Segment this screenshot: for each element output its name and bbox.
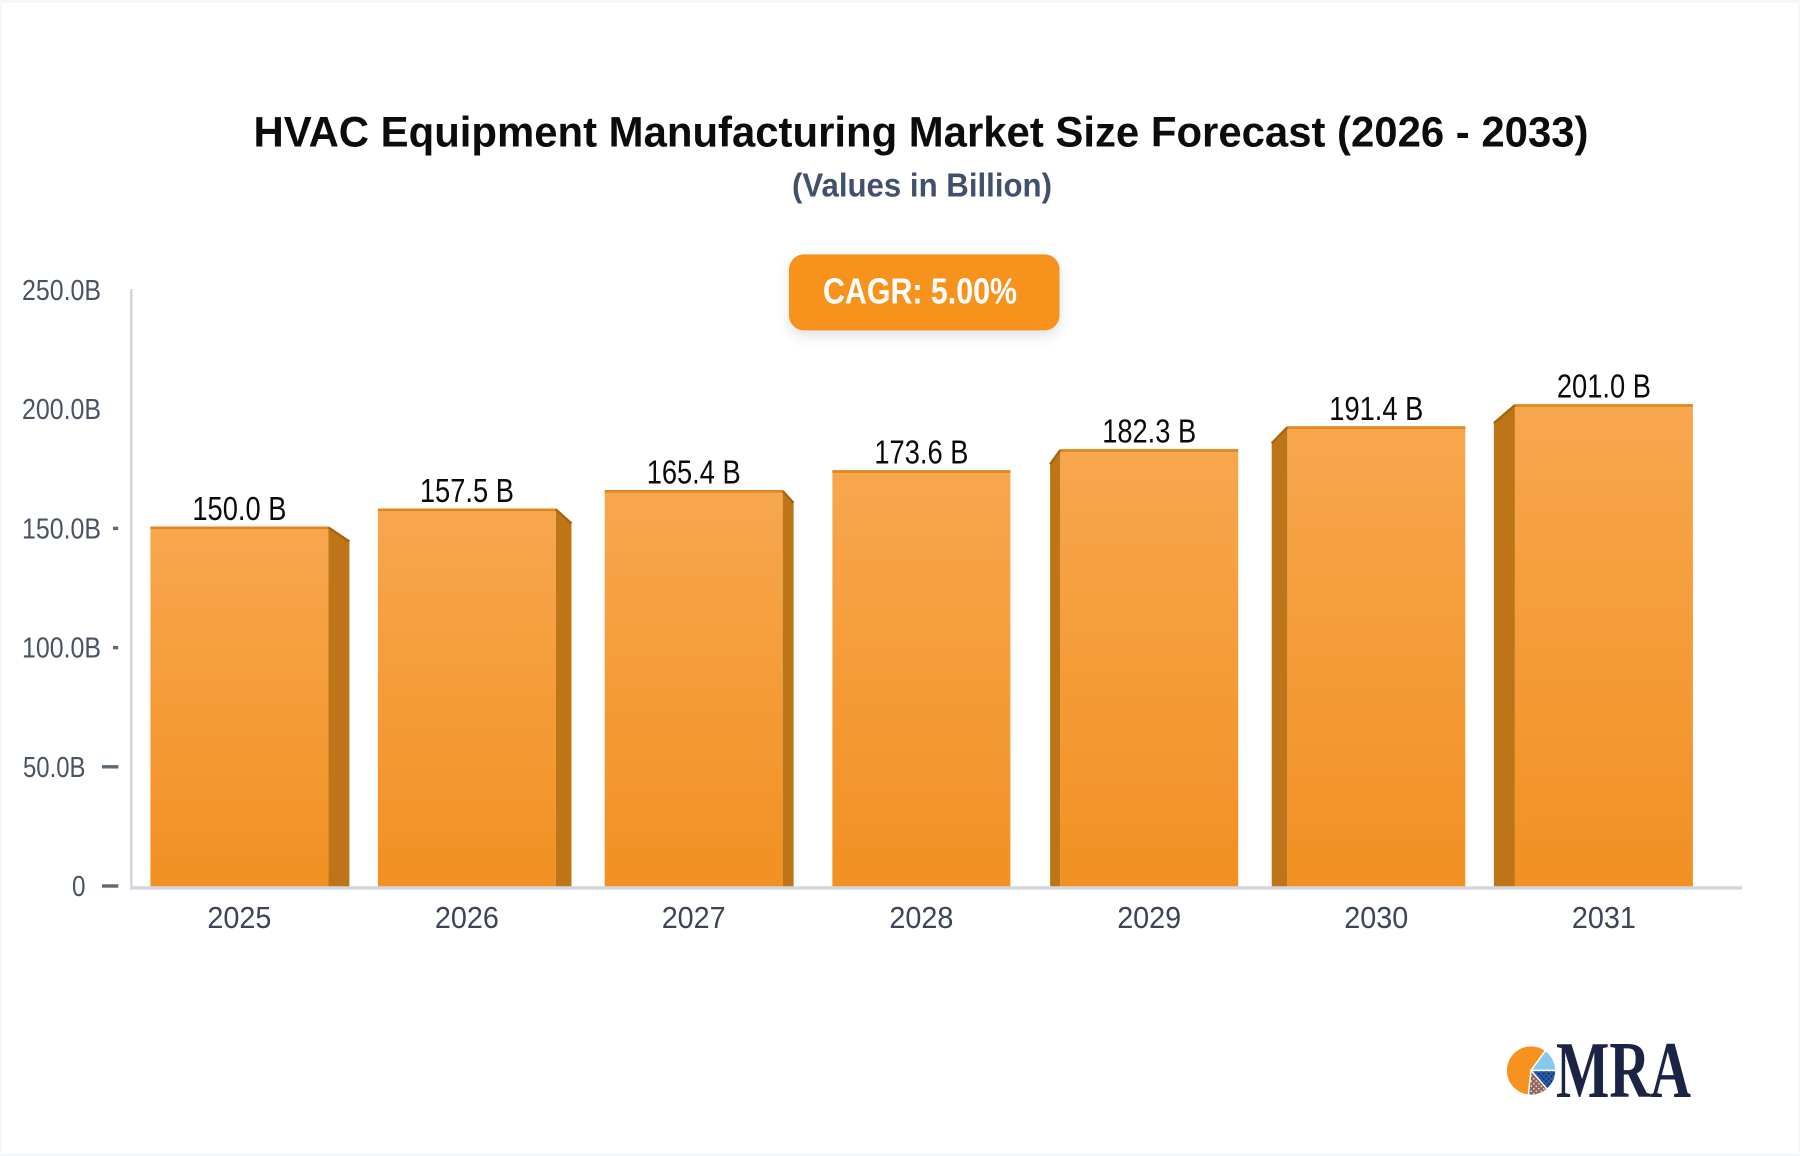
svg-text:200.0B: 200.0B <box>22 394 101 426</box>
svg-text:2030: 2030 <box>1344 901 1408 935</box>
svg-text:157.5 B: 157.5 B <box>420 472 514 509</box>
svg-text:MRA: MRA <box>1556 1027 1691 1115</box>
svg-text:2031: 2031 <box>1572 901 1636 935</box>
svg-text:2027: 2027 <box>662 901 726 935</box>
svg-text:HVAC Equipment Manufacturing M: HVAC Equipment Manufacturing Market Size… <box>254 109 1589 157</box>
svg-text:165.4 B: 165.4 B <box>647 454 741 491</box>
svg-text:(Values in Billion): (Values in Billion) <box>792 168 1052 205</box>
svg-text:191.4 B: 191.4 B <box>1329 390 1423 427</box>
svg-text:100.0B: 100.0B <box>22 633 101 665</box>
svg-text:50.0B: 50.0B <box>23 752 86 784</box>
svg-text:0: 0 <box>72 871 86 903</box>
svg-text:201.0 B: 201.0 B <box>1557 368 1651 405</box>
svg-text:173.6 B: 173.6 B <box>874 434 968 471</box>
svg-text:2025: 2025 <box>207 901 271 935</box>
svg-text:182.3 B: 182.3 B <box>1102 413 1196 450</box>
svg-text:2028: 2028 <box>889 901 953 935</box>
svg-text:2029: 2029 <box>1117 901 1181 935</box>
svg-text:150.0B: 150.0B <box>22 513 101 545</box>
svg-text:250.0B: 250.0B <box>22 275 101 307</box>
svg-text:150.0 B: 150.0 B <box>192 490 286 527</box>
svg-text:2026: 2026 <box>435 901 499 935</box>
svg-text:CAGR: 5.00%: CAGR: 5.00% <box>823 271 1017 312</box>
